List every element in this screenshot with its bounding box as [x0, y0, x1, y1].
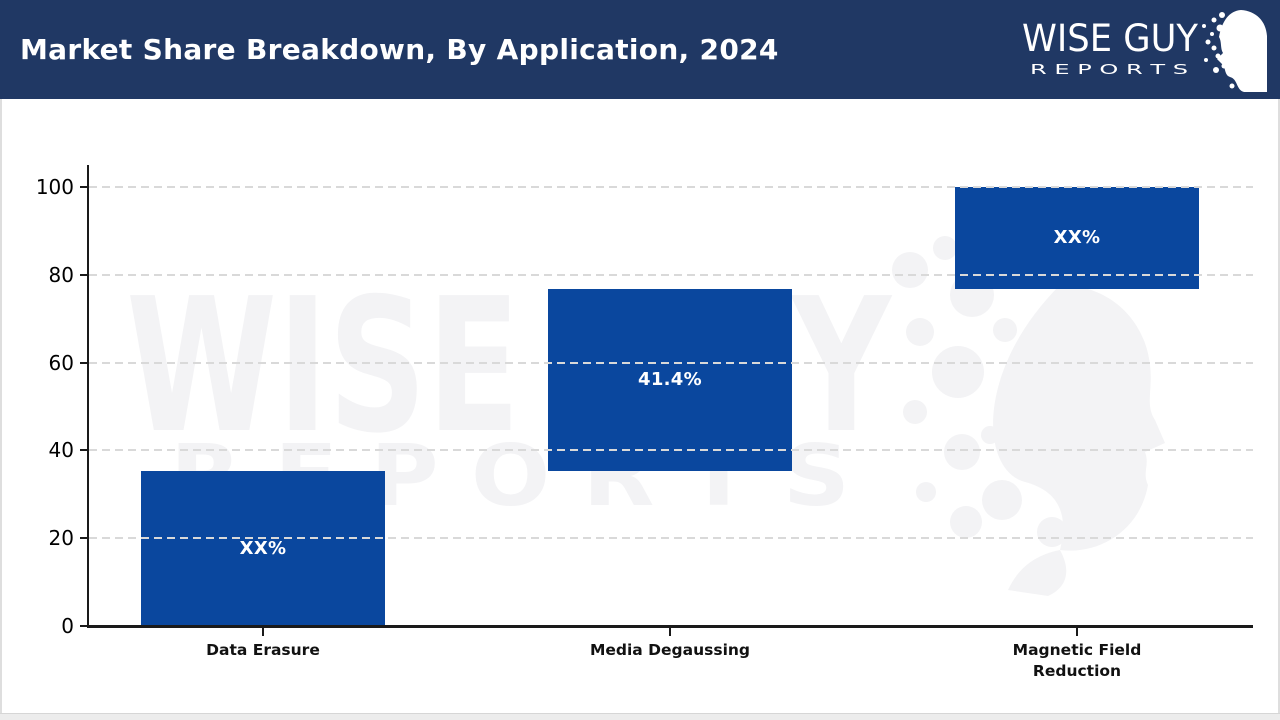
gridline-100 [89, 186, 1253, 188]
y-tick-40 [80, 449, 88, 452]
y-tick-label-80: 80 [48, 262, 74, 287]
y-tick-100 [80, 186, 88, 188]
y-tick-20 [80, 537, 88, 540]
bar-value-label: 41.4% [638, 369, 702, 391]
bar-data-erasure: XX% [141, 470, 385, 626]
header-banner: Market Share Breakdown, By Application, … [0, 0, 1280, 99]
y-tick-label-60: 60 [48, 350, 74, 375]
y-tick-label-40: 40 [48, 438, 74, 463]
x-tick-magnetic-field-reduction [1076, 628, 1078, 636]
bar-value-label: XX% [1053, 227, 1101, 249]
y-tick-label-100: 100 [35, 175, 74, 199]
bar-value-label: XX% [239, 537, 287, 559]
logo-subtext: R E P O R T S [1030, 63, 1188, 78]
gridline-20 [89, 537, 1253, 540]
y-axis-line [87, 165, 89, 627]
footer-strip [0, 713, 1280, 720]
logo-face-icon [1202, 10, 1267, 92]
y-tick-0 [80, 625, 88, 627]
y-tick-label-0: 0 [61, 614, 74, 638]
x-axis-line [87, 625, 1253, 628]
y-tick-label-20: 20 [48, 526, 74, 551]
category-label-data-erasure: Data Erasure [206, 641, 320, 659]
y-tick-80 [80, 273, 88, 276]
category-label-magnetic-field-reduction: Magnetic Field Reduction [1012, 641, 1142, 680]
gridline-40 [89, 449, 1253, 452]
bar-magnetic-field-reduction: XX% [955, 187, 1199, 289]
page-title: Market Share Breakdown, By Application, … [20, 33, 779, 66]
logo-wordmark: WISE GUY [1022, 17, 1198, 60]
x-tick-data-erasure [262, 628, 264, 636]
y-tick-60 [80, 361, 88, 364]
x-tick-media-degaussing [669, 628, 671, 636]
category-label-media-degaussing: Media Degaussing [589, 641, 751, 659]
gridline-80 [89, 273, 1253, 276]
gridline-60 [89, 361, 1253, 364]
wise-guy-reports-logo: WISE GUY R E P O R T S [1022, 10, 1267, 92]
bar-media-degaussing: 41.4% [548, 288, 792, 471]
